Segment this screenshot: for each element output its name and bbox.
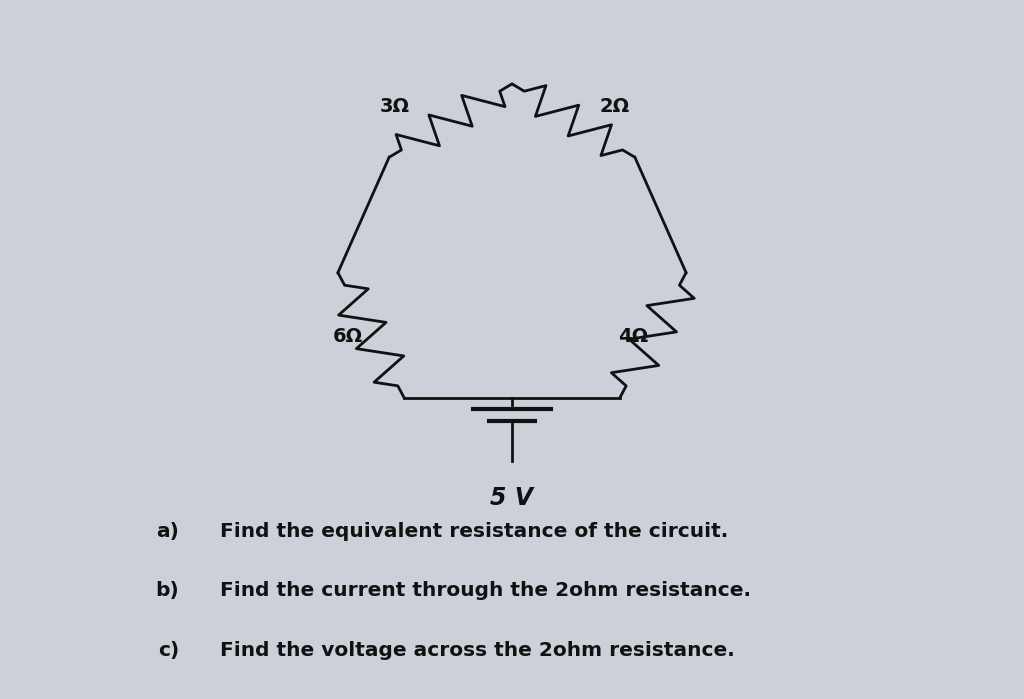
Text: Find the voltage across the 2ohm resistance.: Find the voltage across the 2ohm resista… (220, 640, 735, 660)
Text: 6Ω: 6Ω (333, 327, 364, 347)
Text: c): c) (158, 640, 179, 660)
Text: b): b) (156, 581, 179, 600)
Text: 5 V: 5 V (490, 486, 534, 510)
Text: 3Ω: 3Ω (379, 96, 410, 116)
Text: 4Ω: 4Ω (617, 327, 648, 347)
Text: Find the current through the 2ohm resistance.: Find the current through the 2ohm resist… (220, 581, 752, 600)
Text: 2Ω: 2Ω (599, 96, 630, 116)
Text: a): a) (157, 521, 179, 541)
Text: Find the equivalent resistance of the circuit.: Find the equivalent resistance of the ci… (220, 521, 728, 541)
